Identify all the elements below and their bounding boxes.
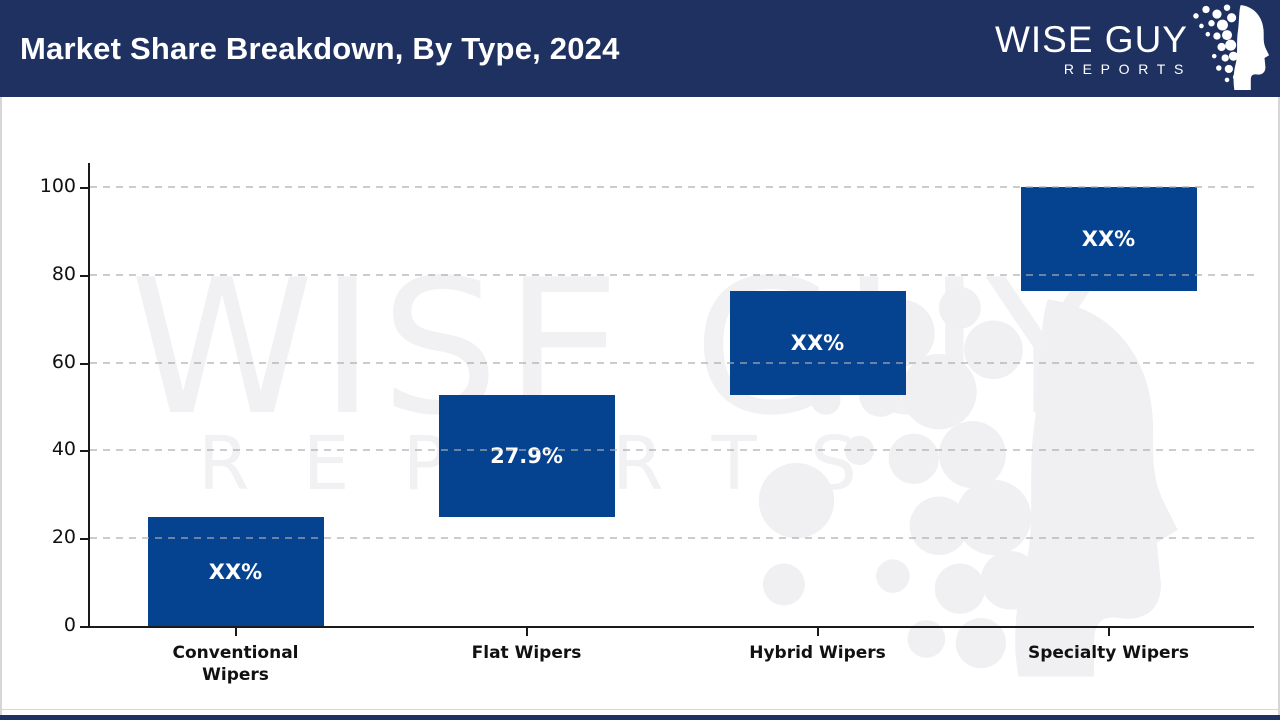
x-tick-mark [525,628,528,636]
bar-value-label: XX% [208,559,263,584]
y-tick-label: 20 [51,526,76,549]
footer-bar [0,715,1280,720]
y-tick-label: 0 [63,614,76,636]
bar-segment: 27.9% [438,394,615,518]
brand-logo-text: WISE GUY REPORTS [995,21,1188,76]
bar-segment: XX% [729,291,906,395]
page-title: Market Share Breakdown, By Type, 2024 [20,30,620,66]
y-tick-mark [80,187,88,189]
brand-name: WISE GUY [994,19,1188,60]
y-tick-label: 100 [39,175,76,197]
y-tick-mark [80,362,88,365]
gridline [90,449,1254,452]
gridline [90,361,1254,364]
x-axis-line [88,626,1254,628]
header-bar: Market Share Breakdown, By Type, 2024 WI… [0,0,1280,97]
y-tick-mark [80,450,88,453]
y-tick-label: 60 [51,350,76,373]
brand-subname: REPORTS [1063,61,1192,77]
brand-logo: WISE GUY REPORTS [995,1,1270,97]
waterfall-chart: 0 20 40 60 80 100 XX% Conventional Wipers 27.9% Fl… [2,97,1280,715]
x-category-label: Conventional Wipers [172,643,299,686]
y-tick-mark [80,274,88,277]
y-tick-mark [80,626,88,628]
bar-value-label: XX% [1081,227,1136,252]
dotted-head-profile-icon [1174,1,1270,97]
bar-segment: XX% [1020,187,1197,292]
gridline [90,273,1254,276]
x-category-label: Specialty Wipers [1027,643,1190,663]
gridline [90,537,1254,540]
bar-value-label: 27.9% [490,443,563,468]
x-tick-mark [816,628,819,636]
canvas-bottom-border [2,709,1280,710]
x-tick-mark [1107,628,1110,636]
bar-value-label: XX% [790,331,845,356]
y-tick-mark [80,538,88,541]
x-category-label: Flat Wipers [471,643,582,663]
y-tick-label: 40 [51,438,76,461]
chart-canvas: WISE GUY REPORTS 020406080100XX%Conventi… [0,97,1280,715]
y-axis-line [88,163,90,628]
y-tick-label: 80 [51,262,76,285]
gridline [90,186,1254,188]
x-tick-mark [234,628,237,636]
x-category-label: Hybrid Wipers [749,643,886,663]
bar-segment: XX% [147,517,324,626]
